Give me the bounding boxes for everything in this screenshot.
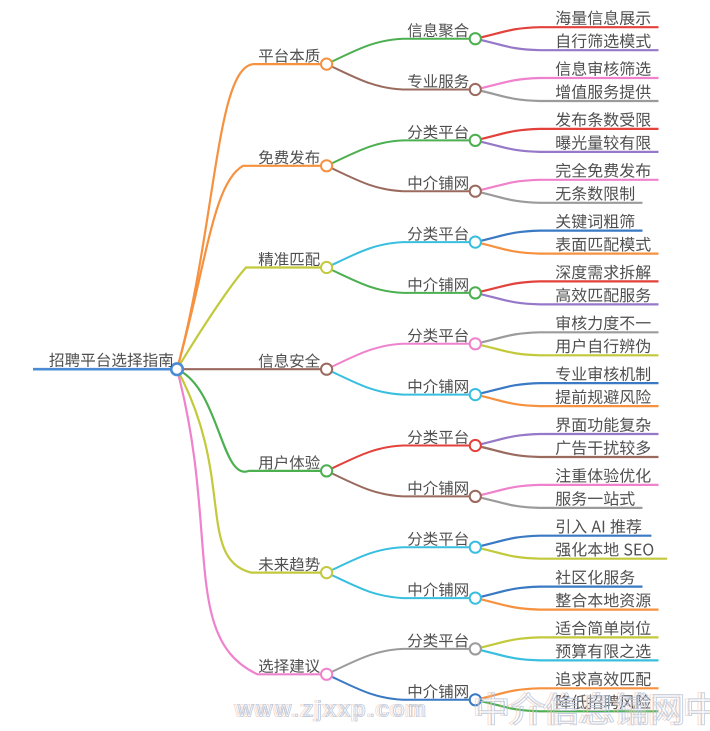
svg-text:www.zjxxp.com: www.zjxxp.com xyxy=(237,697,430,722)
svg-text:www.zjxxp.com: www.zjxxp.com xyxy=(233,697,426,722)
